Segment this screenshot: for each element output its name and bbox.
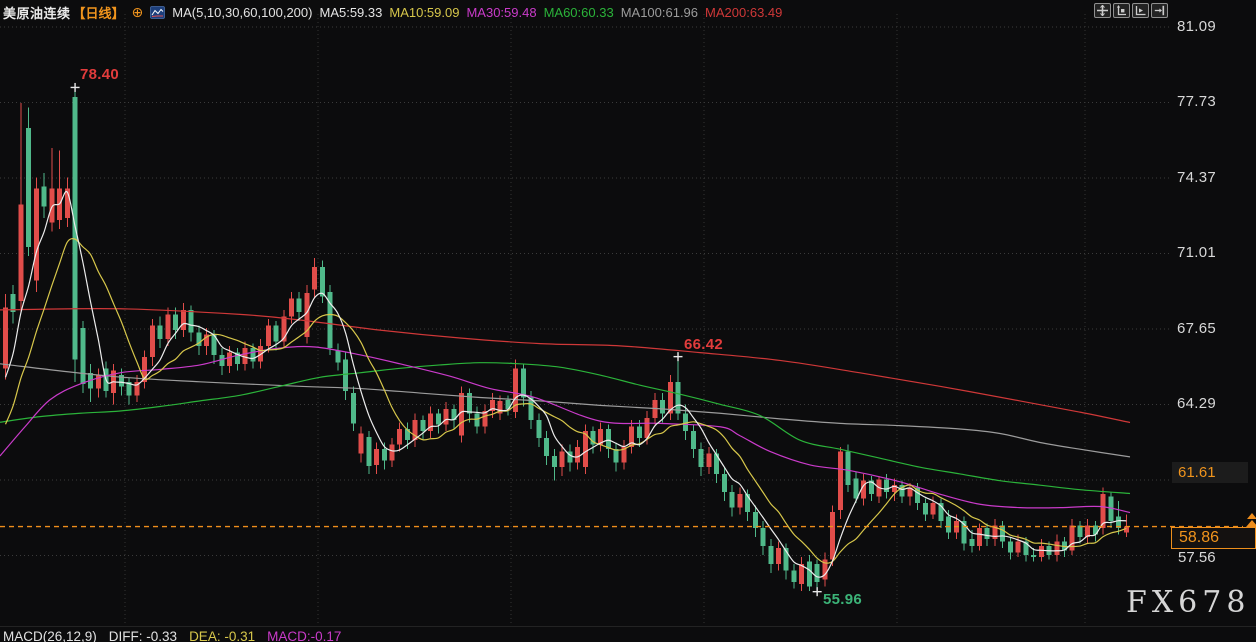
y-axis-label: 71.01 [1177, 244, 1217, 262]
ma200-value: MA200:63.49 [705, 4, 783, 20]
fx678-watermark: FX678 [1126, 585, 1251, 620]
x-axis-scale-icon[interactable] [1132, 3, 1149, 18]
y-axis-label: 74.37 [1177, 168, 1217, 186]
ma-params-label: MA(5,10,30,60,100,200) [172, 4, 313, 20]
last-price-box: 58.86 [1171, 527, 1256, 549]
y-axis-label: 67.65 [1177, 319, 1217, 337]
annotation-period-low: 55.96 [823, 591, 863, 608]
price-marker-61: 61.61 [1172, 462, 1248, 483]
ma60-value: MA60:60.33 [543, 4, 614, 20]
chart-toolbar [1094, 3, 1168, 18]
chart-header: 美原油连续 【日线】 ⊕ MA(5,10,30,60,100,200) MA5:5… [3, 2, 782, 22]
kline-style-icon[interactable] [150, 5, 166, 19]
latest-bar-icon[interactable] [1151, 3, 1168, 18]
macd-value: MACD:-0.17 [267, 629, 342, 642]
y-axis-label-5756: 57.56 [1178, 549, 1216, 566]
macd-panel-header: MACD(26,12,9) DIFF: -0.33 DEA: -0.31 MAC… [3, 629, 341, 642]
y-axis-label: 77.73 [1177, 93, 1217, 111]
macd-params: MACD(26,12,9) [3, 629, 97, 642]
add-indicator-icon[interactable]: ⊕ [131, 4, 144, 20]
y-axis-label: 81.09 [1177, 18, 1217, 35]
ma100-value: MA100:61.96 [620, 4, 699, 20]
macd-diff-value: DIFF: -0.33 [108, 629, 178, 642]
pan-icon[interactable] [1094, 3, 1111, 18]
y-axis-label: 64.29 [1177, 395, 1217, 413]
macd-dea-value: DEA: -0.31 [189, 629, 256, 642]
annotation-swing-high: 66.42 [684, 336, 724, 353]
annotation-period-high: 78.40 [80, 66, 120, 83]
ma5-value: MA5:59.33 [319, 4, 383, 20]
y-axis-scale-icon[interactable] [1113, 3, 1130, 18]
period-label[interactable]: 【日线】 [72, 5, 125, 21]
ma10-value: MA10:59.09 [389, 4, 460, 20]
panel-divider [0, 626, 1256, 627]
symbol-name: 美原油连续 [3, 5, 71, 21]
ma30-value: MA30:59.48 [466, 4, 537, 20]
